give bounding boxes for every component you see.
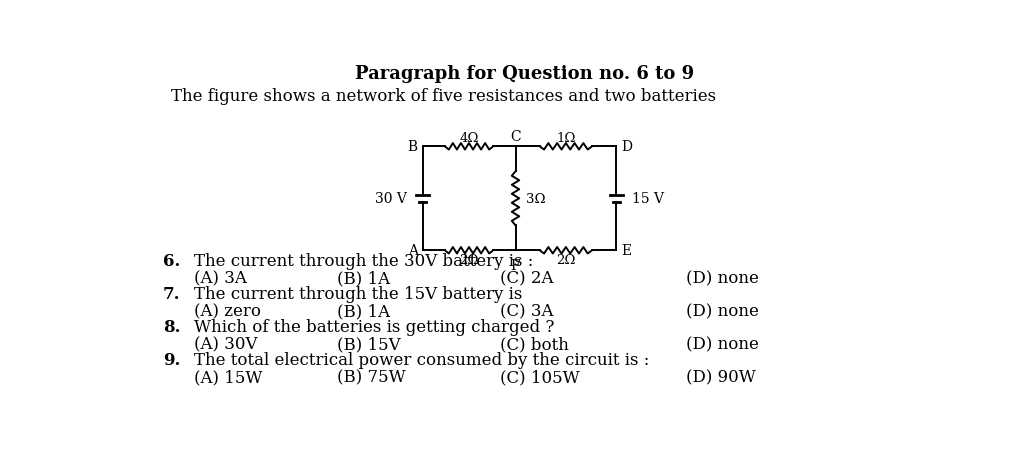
Text: 3Ω: 3Ω: [525, 192, 545, 206]
Text: (B) 1A: (B) 1A: [337, 303, 390, 320]
Text: A: A: [408, 244, 418, 258]
Text: Which of the batteries is getting charged ?: Which of the batteries is getting charge…: [194, 319, 554, 335]
Text: (D) 90W: (D) 90W: [686, 369, 756, 386]
Text: (D) none: (D) none: [686, 336, 759, 353]
Text: 15 V: 15 V: [632, 192, 664, 206]
Text: (D) none: (D) none: [686, 270, 759, 287]
Text: 1Ω: 1Ω: [556, 131, 575, 144]
Text: (C) both: (C) both: [500, 336, 569, 353]
Text: (C) 3A: (C) 3A: [500, 303, 554, 320]
Text: C: C: [510, 130, 521, 144]
Text: 2Ω: 2Ω: [556, 253, 575, 266]
Text: (A) 30V: (A) 30V: [194, 336, 257, 353]
Text: 7.: 7.: [163, 285, 180, 302]
Text: 9.: 9.: [163, 351, 180, 369]
Text: 2Ω: 2Ω: [460, 253, 478, 266]
Text: (B) 1A: (B) 1A: [337, 270, 390, 287]
Text: F: F: [511, 258, 520, 272]
Text: (B) 75W: (B) 75W: [337, 369, 406, 386]
Text: The figure shows a network of five resistances and two batteries: The figure shows a network of five resis…: [171, 88, 716, 105]
Text: E: E: [621, 244, 631, 258]
Text: (C) 105W: (C) 105W: [500, 369, 580, 386]
Text: (A) 15W: (A) 15W: [194, 369, 262, 386]
Text: D: D: [621, 140, 632, 154]
Text: The total electrical power consumed by the circuit is :: The total electrical power consumed by t…: [194, 351, 649, 369]
Text: 6.: 6.: [163, 252, 180, 269]
Text: (B) 15V: (B) 15V: [337, 336, 400, 353]
Text: (A) zero: (A) zero: [194, 303, 261, 320]
Text: (C) 2A: (C) 2A: [500, 270, 554, 287]
Text: (A) 3A: (A) 3A: [194, 270, 247, 287]
Text: Paragraph for Question no. 6 to 9: Paragraph for Question no. 6 to 9: [355, 65, 694, 83]
Text: (D) none: (D) none: [686, 303, 759, 320]
Text: 8.: 8.: [163, 319, 180, 335]
Text: The current through the 30V battery is :: The current through the 30V battery is :: [194, 252, 534, 269]
Text: The current through the 15V battery is: The current through the 15V battery is: [194, 285, 522, 302]
Text: B: B: [408, 140, 418, 154]
Text: 30 V: 30 V: [375, 192, 407, 206]
Text: 4Ω: 4Ω: [460, 131, 478, 144]
